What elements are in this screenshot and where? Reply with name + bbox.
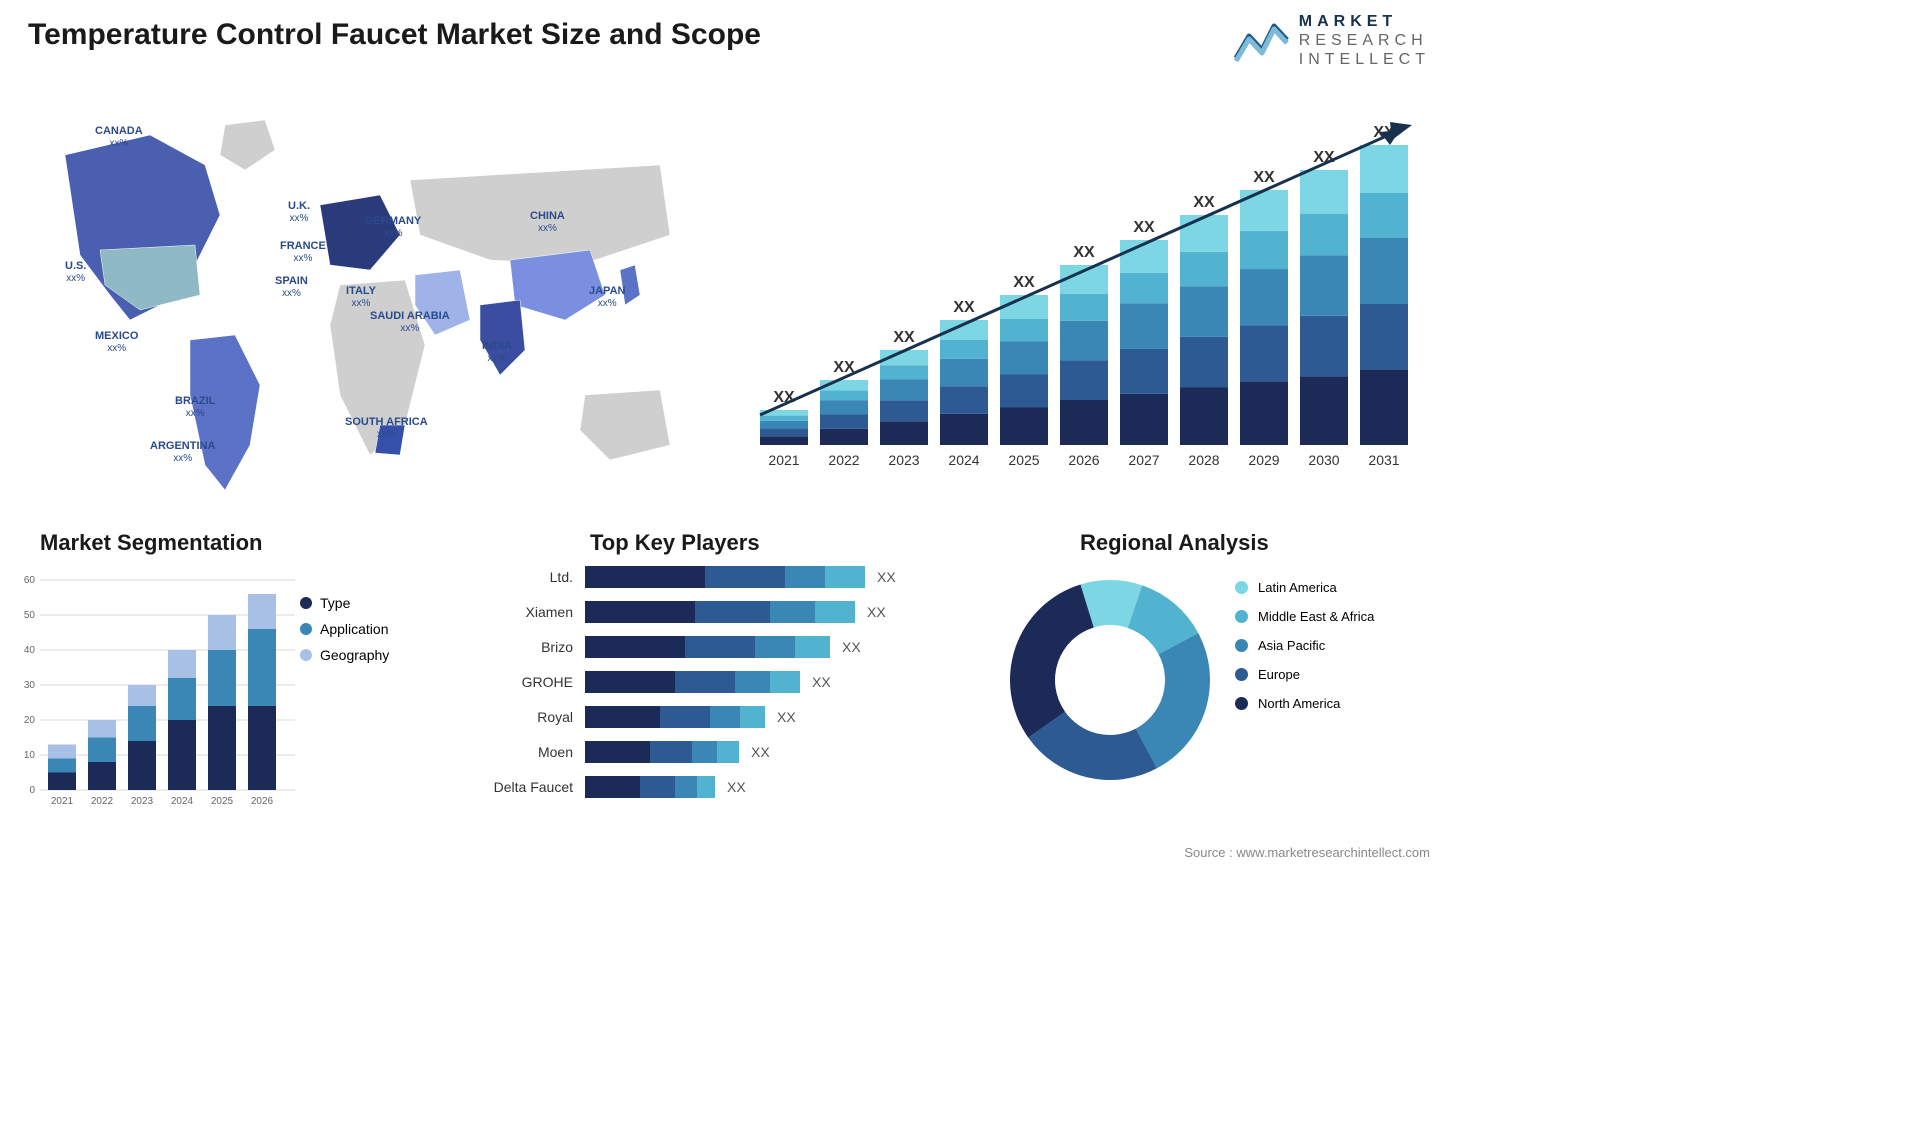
map-label: GERMANYxx% <box>365 215 421 240</box>
map-label: INDIAxx% <box>482 340 512 365</box>
players-chart: Ltd.XXXiamenXXBrizoXXGROHEXXRoyalXXMoenX… <box>470 560 970 805</box>
svg-text:30: 30 <box>24 680 36 691</box>
svg-text:2025: 2025 <box>1008 452 1039 468</box>
logo-line1: MARKET <box>1299 12 1430 31</box>
svg-text:2027: 2027 <box>1128 452 1159 468</box>
map-label: JAPANxx% <box>589 285 625 310</box>
map-label: BRAZILxx% <box>175 395 215 420</box>
map-label: MEXICOxx% <box>95 330 138 355</box>
map-label: CANADAxx% <box>95 125 143 150</box>
svg-text:10: 10 <box>24 750 36 761</box>
svg-text:XX: XX <box>1073 244 1095 261</box>
player-row: XiamenXX <box>470 595 970 629</box>
svg-text:XX: XX <box>893 329 915 346</box>
regional-legend: Latin America Middle East & Africa Asia Pa… <box>1235 580 1374 725</box>
svg-text:XX: XX <box>953 299 975 316</box>
map-label: U.K.xx% <box>288 200 310 225</box>
legend-item: North America <box>1235 696 1374 711</box>
svg-text:XX: XX <box>1013 274 1035 291</box>
legend-item: Type <box>300 595 389 611</box>
map-label: U.S.xx% <box>65 260 86 285</box>
map-label: ARGENTINAxx% <box>150 440 215 465</box>
svg-text:2023: 2023 <box>131 796 154 807</box>
svg-text:60: 60 <box>24 575 36 586</box>
svg-text:2024: 2024 <box>948 452 979 468</box>
segmentation-title: Market Segmentation <box>40 530 263 556</box>
player-row: RoyalXX <box>470 700 970 734</box>
players-title: Top Key Players <box>590 530 760 556</box>
logo: MARKET RESEARCH INTELLECT <box>1234 12 1430 70</box>
logo-line3: INTELLECT <box>1299 50 1430 69</box>
legend-item: Middle East & Africa <box>1235 609 1374 624</box>
map-label: FRANCExx% <box>280 240 326 265</box>
map-label: SOUTH AFRICAxx% <box>345 416 428 441</box>
segmentation-chart: 0 10 20 30 40 50 60 2021 2022 2023 2024 2025 2026 <box>10 575 300 810</box>
svg-text:2025: 2025 <box>211 796 234 807</box>
map-label: ITALYxx% <box>346 285 376 310</box>
legend-item: Geography <box>300 647 389 663</box>
svg-text:2026: 2026 <box>251 796 274 807</box>
svg-text:0: 0 <box>29 785 35 796</box>
svg-text:2024: 2024 <box>171 796 194 807</box>
svg-text:2021: 2021 <box>51 796 74 807</box>
svg-text:40: 40 <box>24 645 36 656</box>
player-row: Ltd.XX <box>470 560 970 594</box>
regional-title: Regional Analysis <box>1080 530 1269 556</box>
svg-text:XX: XX <box>1133 219 1155 236</box>
svg-text:2030: 2030 <box>1308 452 1339 468</box>
legend-item: Application <box>300 621 389 637</box>
svg-text:2023: 2023 <box>888 452 919 468</box>
svg-text:XX: XX <box>1193 194 1215 211</box>
svg-text:2021: 2021 <box>768 452 799 468</box>
logo-line2: RESEARCH <box>1299 31 1430 50</box>
player-row: BrizoXX <box>470 630 970 664</box>
page-title: Temperature Control Faucet Market Size a… <box>28 18 761 52</box>
svg-text:XX: XX <box>1253 169 1275 186</box>
svg-text:2022: 2022 <box>91 796 114 807</box>
player-row: Delta FaucetXX <box>470 770 970 804</box>
svg-text:2022: 2022 <box>828 452 859 468</box>
legend-item: Europe <box>1235 667 1374 682</box>
svg-text:2031: 2031 <box>1368 452 1399 468</box>
player-row: GROHEXX <box>470 665 970 699</box>
source-text: Source : www.marketresearchintellect.com <box>1184 845 1430 860</box>
regional-donut <box>1000 570 1220 790</box>
svg-text:2028: 2028 <box>1188 452 1219 468</box>
svg-text:2026: 2026 <box>1068 452 1099 468</box>
svg-text:50: 50 <box>24 610 36 621</box>
map-label: SAUDI ARABIAxx% <box>370 310 450 335</box>
logo-icon <box>1234 18 1289 63</box>
player-row: MoenXX <box>470 735 970 769</box>
segmentation-legend: Type Application Geography <box>300 595 389 673</box>
map-label: SPAINxx% <box>275 275 308 300</box>
svg-text:20: 20 <box>24 715 36 726</box>
svg-text:2029: 2029 <box>1248 452 1279 468</box>
legend-item: Latin America <box>1235 580 1374 595</box>
world-map: CANADAxx% U.S.xx% MEXICOxx% BRAZILxx% ARGENT… <box>20 95 700 505</box>
growth-chart: XX 2021 XX 2022 XX 2023 XX 2024 XX 2025 XX 2026 XX 20… <box>750 100 1420 480</box>
map-label: CHINAxx% <box>530 210 565 235</box>
legend-item: Asia Pacific <box>1235 638 1374 653</box>
